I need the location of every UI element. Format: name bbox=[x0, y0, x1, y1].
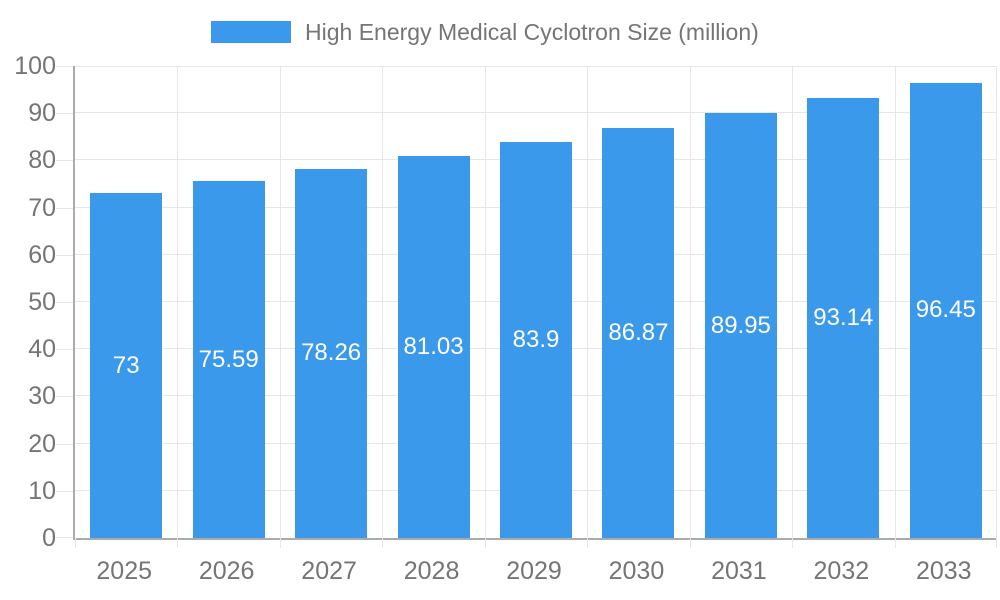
y-axis-label: 10 bbox=[28, 476, 56, 505]
x-axis-tick bbox=[792, 538, 793, 548]
bar-value-label: 96.45 bbox=[915, 296, 976, 324]
bar-value-label: 75.59 bbox=[198, 345, 259, 373]
x-axis-label: 2026 bbox=[198, 557, 255, 585]
x-axis-label: 2028 bbox=[403, 557, 460, 585]
v-gridline bbox=[280, 66, 281, 538]
x-axis-tick bbox=[895, 538, 896, 548]
bar[interactable]: 83.9 bbox=[500, 142, 572, 538]
bar[interactable]: 93.14 bbox=[807, 98, 880, 538]
x-axis-label: 2030 bbox=[608, 557, 665, 585]
y-axis-label: 20 bbox=[28, 429, 56, 458]
y-axis-label: 0 bbox=[42, 524, 56, 552]
y-axis-tick bbox=[56, 207, 73, 209]
x-axis-tick bbox=[485, 538, 486, 548]
x-axis-label: 2032 bbox=[813, 557, 870, 585]
x-axis-label: 2025 bbox=[96, 557, 153, 585]
v-gridline bbox=[382, 66, 383, 538]
y-axis-label: 50 bbox=[28, 288, 56, 316]
y-axis-tick bbox=[56, 302, 73, 303]
bar[interactable]: 86.87 bbox=[602, 127, 675, 538]
v-gridline bbox=[587, 66, 588, 538]
y-axis-label: 100 bbox=[14, 52, 56, 80]
y-axis-label: 90 bbox=[28, 99, 56, 128]
v-gridline bbox=[996, 66, 997, 538]
x-axis-tick bbox=[382, 538, 383, 548]
bar-value-label: 73 bbox=[112, 351, 140, 379]
bar-value-label: 93.14 bbox=[813, 304, 874, 332]
y-axis-label: 70 bbox=[28, 193, 56, 222]
v-gridline bbox=[792, 66, 793, 538]
y-axis-tick bbox=[56, 113, 73, 115]
bar[interactable]: 81.03 bbox=[397, 155, 470, 538]
v-gridline bbox=[177, 66, 178, 538]
x-axis-tick bbox=[587, 538, 588, 548]
h-gridline bbox=[75, 66, 997, 67]
x-axis-label: 2027 bbox=[301, 557, 357, 585]
y-axis-tick bbox=[56, 537, 73, 538]
y-axis-label: 60 bbox=[28, 240, 56, 269]
y-axis-label: 80 bbox=[28, 146, 56, 175]
legend-swatch bbox=[211, 21, 291, 43]
x-axis-tick bbox=[996, 538, 997, 548]
bar[interactable]: 73 bbox=[90, 193, 163, 538]
h-gridline bbox=[75, 112, 997, 114]
bar[interactable]: 78.26 bbox=[295, 168, 368, 538]
y-axis-label: 40 bbox=[28, 335, 56, 364]
chart-legend[interactable]: High Energy Medical Cyclotron Size (mill… bbox=[211, 19, 759, 45]
y-axis-tick bbox=[56, 443, 73, 445]
bar-value-label: 81.03 bbox=[403, 332, 464, 360]
y-axis-tick bbox=[56, 254, 73, 256]
plot-area: 73 75.59 78.26 81.03 83.9 86.87 89.95 93.14 96.4… bbox=[56, 66, 997, 548]
y-axis-tick bbox=[56, 66, 73, 67]
legend-label: High Energy Medical Cyclotron Size (mill… bbox=[305, 19, 759, 45]
bar[interactable]: 89.95 bbox=[704, 113, 777, 538]
x-axis-label: 2031 bbox=[711, 557, 767, 585]
y-axis-tick bbox=[56, 349, 73, 351]
x-axis-label: 2033 bbox=[915, 557, 972, 585]
y-axis-tick bbox=[56, 396, 73, 398]
x-axis-tick bbox=[280, 538, 281, 548]
y-axis-tick bbox=[56, 160, 73, 162]
x-axis-tick bbox=[690, 538, 691, 548]
y-axis-label: 30 bbox=[28, 382, 56, 411]
bar-value-label: 89.95 bbox=[710, 311, 771, 339]
bar-value-label: 86.87 bbox=[608, 318, 669, 346]
bar[interactable]: 75.59 bbox=[192, 181, 265, 538]
y-axis-tick bbox=[56, 490, 73, 492]
bar-value-label: 78.26 bbox=[301, 339, 362, 367]
v-gridline bbox=[485, 66, 486, 538]
v-gridline bbox=[895, 66, 896, 538]
bar[interactable]: 96.45 bbox=[909, 82, 982, 538]
x-axis-label: 2029 bbox=[506, 557, 562, 585]
bar-value-label: 83.9 bbox=[512, 326, 560, 353]
v-gridline bbox=[690, 66, 691, 538]
x-axis-tick bbox=[75, 538, 76, 548]
x-axis-tick bbox=[177, 538, 178, 548]
